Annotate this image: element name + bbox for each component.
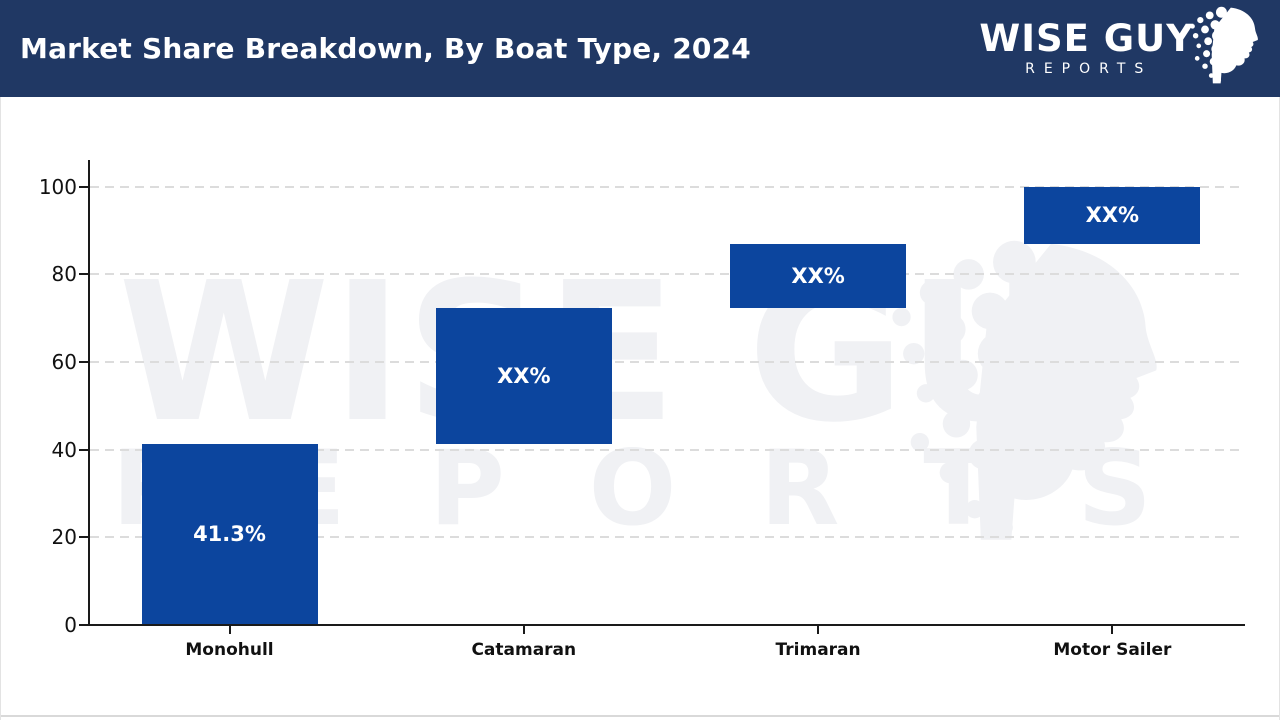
y-tick-label-0: 0 <box>64 613 77 637</box>
y-tick-label-20: 20 <box>51 525 77 550</box>
brand-logo-name: WISE GUY <box>979 17 1194 60</box>
y-tick-40 <box>79 448 89 451</box>
x-axis-label-trimaran: Trimaran <box>775 640 861 660</box>
brand-logo: WISE GUY REPORTS <box>979 6 1280 92</box>
bar-motor-sailer: XX% <box>1024 186 1201 244</box>
bar-value-label-motor-sailer: XX% <box>1085 203 1140 227</box>
x-tick-trimaran <box>817 626 820 634</box>
brand-logo-subtitle: REPORTS <box>1025 61 1153 77</box>
watermark-head-icon <box>892 240 1157 540</box>
brand-logo-head-icon <box>1190 6 1258 83</box>
gridline-y20 <box>90 536 1245 539</box>
y-tick-20 <box>79 536 89 539</box>
page-title: Market Share Breakdown, By Boat Type, 20… <box>20 32 751 65</box>
y-tick-label-80: 80 <box>51 262 77 287</box>
page-left-border <box>0 97 1 720</box>
y-tick-80 <box>79 273 89 276</box>
bar-value-label-trimaran: XX% <box>791 263 845 288</box>
x-axis-line <box>88 624 1245 626</box>
x-axis-label-monohull: Monohull <box>185 640 274 660</box>
x-tick-motor-sailer <box>1111 626 1114 634</box>
header-bar: Market Share Breakdown, By Boat Type, 20… <box>0 0 1280 97</box>
y-tick-label-100: 100 <box>38 174 77 199</box>
y-tick-0 <box>79 624 89 626</box>
gridline-y60 <box>90 360 1245 363</box>
y-tick-100 <box>79 185 89 188</box>
gridline-y100 <box>90 185 1245 188</box>
x-axis-label-motor-sailer: Motor Sailer <box>1053 640 1172 660</box>
y-tick-60 <box>79 360 89 363</box>
x-tick-catamaran <box>522 626 525 634</box>
bar-trimaran: XX% <box>730 243 907 308</box>
bar-catamaran: XX% <box>435 307 612 444</box>
bar-monohull: 41.3% <box>141 443 318 625</box>
page-bottom-border <box>0 715 1280 717</box>
bar-value-label-monohull: 41.3% <box>193 522 266 547</box>
gridline-y80 <box>90 273 1245 276</box>
gridline-y40 <box>90 448 1245 451</box>
x-tick-monohull <box>228 626 231 634</box>
y-axis-line <box>88 160 90 626</box>
y-tick-label-60: 60 <box>51 349 77 374</box>
bar-value-label-catamaran: XX% <box>497 363 551 388</box>
y-tick-label-40: 40 <box>51 437 77 462</box>
x-axis-label-catamaran: Catamaran <box>471 640 577 660</box>
